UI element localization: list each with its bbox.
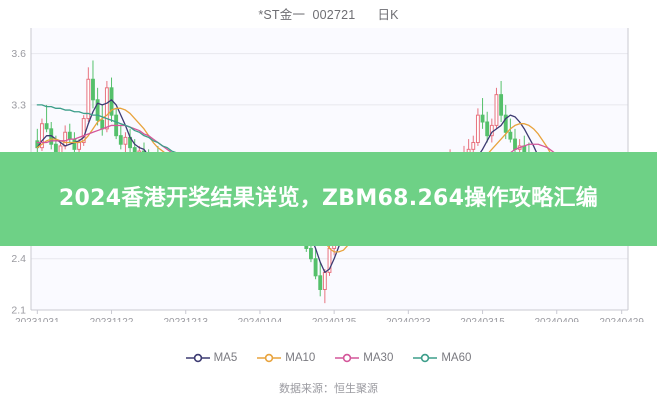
- legend-marker-icon: [185, 353, 210, 363]
- svg-text:20240104: 20240104: [238, 317, 283, 322]
- legend-item-ma10[interactable]: MA10: [257, 352, 315, 364]
- svg-text:3.3: 3.3: [11, 99, 26, 111]
- svg-text:20240125: 20240125: [312, 317, 357, 322]
- legend-marker-icon: [257, 353, 282, 363]
- overlay-banner-text: 2024香港开奖结果详览，ZBM68.264操作攻略汇编: [58, 186, 599, 212]
- data-source-note: 数据来源：恒生聚源: [279, 383, 378, 395]
- svg-text:2.1: 2.1: [11, 305, 26, 317]
- svg-text:20240223: 20240223: [386, 317, 431, 322]
- svg-text:20240409: 20240409: [535, 317, 580, 322]
- svg-text:20240429: 20240429: [599, 317, 644, 322]
- svg-text:20231122: 20231122: [90, 317, 134, 322]
- svg-text:20240315: 20240315: [460, 317, 505, 322]
- legend-marker-icon: [335, 353, 360, 363]
- legend-label: MA60: [441, 352, 472, 364]
- legend-item-ma60[interactable]: MA60: [413, 352, 471, 364]
- svg-text:3.6: 3.6: [11, 48, 26, 60]
- legend-label: MA10: [285, 352, 316, 364]
- svg-text:20231213: 20231213: [163, 317, 208, 322]
- legend-item-ma5[interactable]: MA5: [185, 352, 238, 364]
- legend-label: MA5: [213, 352, 238, 364]
- legend-label: MA30: [363, 352, 394, 364]
- svg-text:2.4: 2.4: [11, 253, 26, 265]
- chart-legend[interactable]: MA5 MA10 MA30 MA60: [0, 352, 657, 364]
- legend-marker-icon: [413, 353, 438, 363]
- overlay-banner: 2024香港开奖结果详览，ZBM68.264操作攻略汇编: [0, 152, 657, 246]
- svg-text:20231031: 20231031: [15, 317, 60, 322]
- legend-item-ma30[interactable]: MA30: [335, 352, 393, 364]
- x-axis-tick-labels: 20231031 20231122 20231213 20240104 20240125…: [15, 310, 644, 322]
- chart-title: *ST金一 002721 日K: [258, 8, 399, 22]
